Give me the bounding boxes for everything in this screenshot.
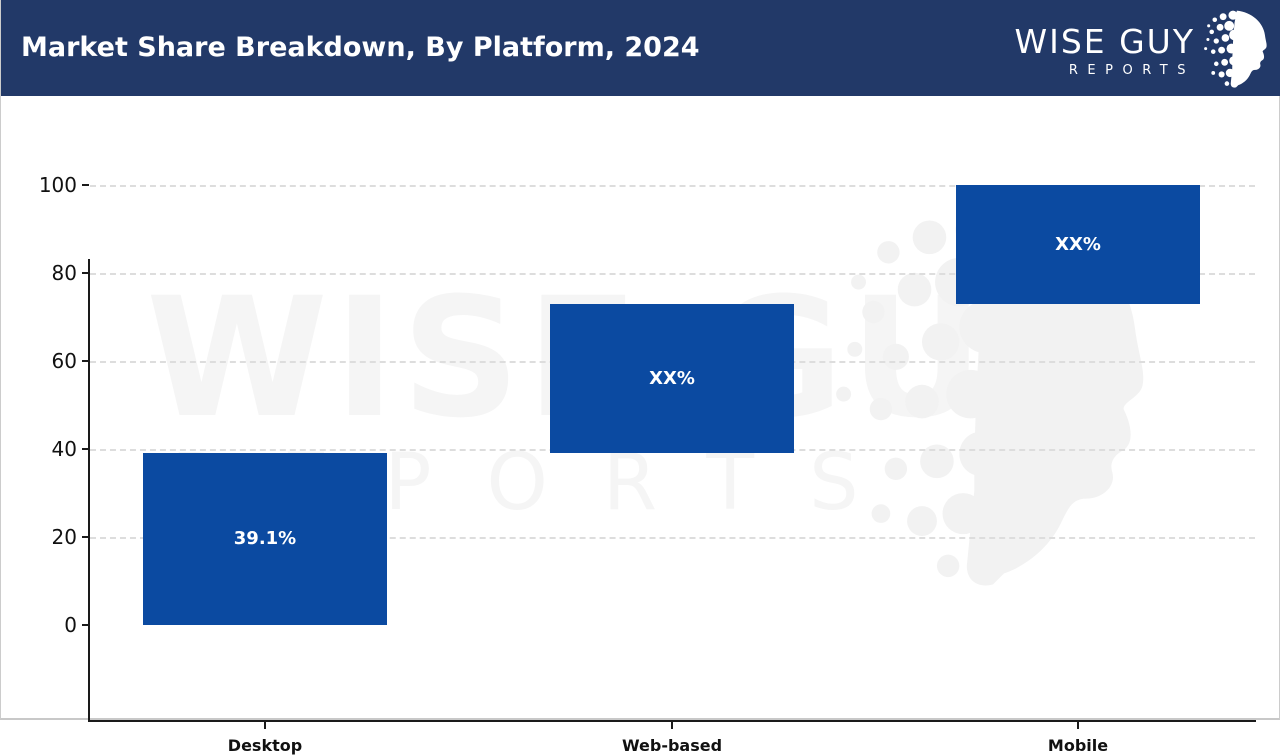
- y-tick-40: [82, 448, 89, 450]
- bar-desktop: 39.1%: [143, 452, 387, 625]
- x-tick-mobile: [1077, 722, 1079, 729]
- gridline-80: [90, 273, 1255, 275]
- y-tick-label: 0: [64, 613, 77, 637]
- logo-wordmark: WISE GUY: [1014, 22, 1195, 61]
- logo-head-icon: [1195, 8, 1271, 90]
- wise-guy-reports-logo: WISE GUY REPORTS: [1014, 6, 1273, 92]
- chart-plot-area: 0 20 40 60 80 100 39.1% Desktop XX% Web-based XX% M…: [1, 96, 1280, 755]
- y-tick-100: [82, 184, 89, 186]
- header-bar: Market Share Breakdown, By Platform, 202…: [1, 0, 1280, 96]
- x-tick-desktop: [264, 722, 266, 729]
- bar-value-label: 39.1%: [233, 528, 297, 550]
- y-tick-80: [82, 272, 89, 274]
- bar-value-label: XX%: [649, 367, 695, 389]
- logo-text: WISE GUY REPORTS: [1014, 22, 1195, 78]
- bar-mobile: XX%: [956, 185, 1200, 304]
- y-tick-label: 20: [51, 525, 77, 549]
- category-label-desktop: Desktop: [227, 736, 303, 755]
- y-tick-label: 100: [38, 173, 77, 197]
- x-tick-web-based: [671, 722, 673, 729]
- y-tick-0: [82, 624, 89, 626]
- y-tick-label: 60: [51, 349, 77, 373]
- bar-web-based: XX%: [550, 303, 794, 453]
- bar-value-label: XX%: [1055, 233, 1101, 255]
- logo-reports-text: REPORTS: [1068, 63, 1195, 78]
- category-label-web-based: Web-based: [621, 736, 723, 755]
- y-tick-label: 40: [51, 437, 77, 461]
- y-tick-label: 80: [51, 261, 77, 285]
- y-axis-line: [88, 259, 90, 722]
- y-tick-20: [82, 536, 89, 538]
- gridline-20: [90, 537, 1255, 539]
- category-label-mobile: Mobile: [1047, 736, 1109, 755]
- chart-title: Market Share Breakdown, By Platform, 202…: [21, 32, 700, 63]
- y-tick-60: [82, 360, 89, 362]
- gridline-100: [90, 185, 1255, 187]
